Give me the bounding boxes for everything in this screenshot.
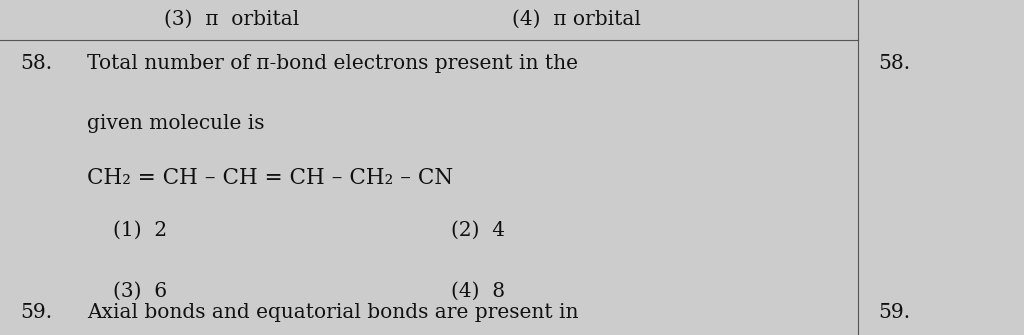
- Text: (2)  4: (2) 4: [451, 221, 505, 240]
- Text: Total number of π-bond electrons present in the: Total number of π-bond electrons present…: [87, 54, 578, 73]
- Text: (3)  6: (3) 6: [113, 281, 167, 300]
- Text: (3)  π  orbital: (3) π orbital: [164, 10, 299, 29]
- Text: Axial bonds and equatorial bonds are present in: Axial bonds and equatorial bonds are pre…: [87, 303, 579, 322]
- Text: (4)  π orbital: (4) π orbital: [512, 10, 641, 29]
- Text: (1)  2: (1) 2: [113, 221, 167, 240]
- Text: given molecule is: given molecule is: [87, 114, 264, 133]
- Text: 59.: 59.: [20, 303, 52, 322]
- Text: 58.: 58.: [879, 54, 910, 73]
- Text: 58.: 58.: [20, 54, 52, 73]
- Text: (4)  8: (4) 8: [451, 281, 505, 300]
- Text: CH₂ = CH – CH = CH – CH₂ – CN: CH₂ = CH – CH = CH – CH₂ – CN: [87, 168, 454, 190]
- Text: 59.: 59.: [879, 303, 910, 322]
